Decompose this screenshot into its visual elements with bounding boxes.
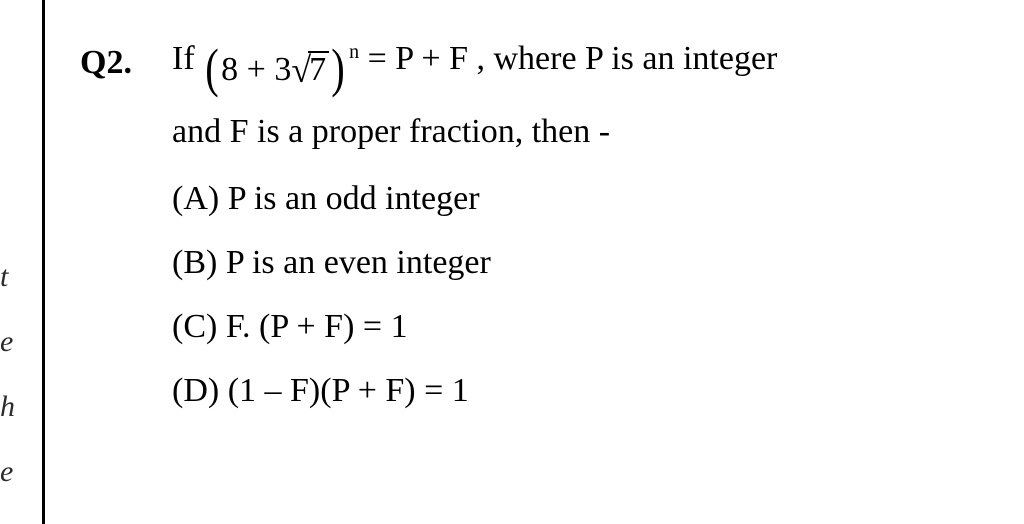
term-b: 3 bbox=[274, 51, 291, 88]
option-c-text: F. (P + F) = 1 bbox=[217, 308, 407, 345]
radicand: 7 bbox=[308, 51, 329, 87]
option-c: (C) F. (P + F) = 1 bbox=[172, 296, 1000, 358]
option-b: (B) P is an even integer bbox=[172, 232, 1000, 294]
plus: + bbox=[238, 51, 274, 88]
option-a: (A) P is an odd integer bbox=[172, 168, 1000, 230]
left-letter: e bbox=[0, 309, 22, 374]
left-letter: e bbox=[0, 439, 22, 504]
question-stem-line2: and F is a proper fraction, then - bbox=[172, 104, 1000, 160]
option-a-text: P is an odd integer bbox=[219, 180, 479, 217]
stem-prefix: If bbox=[172, 40, 203, 77]
question-block: Q2. If (8 + 3√7)n = P + F , where P is a… bbox=[80, 24, 1000, 422]
option-d: (D) (1 – F)(P + F) = 1 bbox=[172, 360, 1000, 422]
option-a-label: (A) bbox=[172, 180, 219, 217]
cropped-left-column: t e h e bbox=[0, 244, 22, 504]
left-letter: h bbox=[0, 374, 22, 439]
option-b-text: P is an even integer bbox=[217, 244, 491, 281]
option-d-text: (1 – F)(P + F) = 1 bbox=[219, 372, 469, 409]
question-body: If (8 + 3√7)n = P + F , where P is an in… bbox=[172, 24, 1000, 166]
question-number: Q2. bbox=[80, 24, 172, 82]
option-d-label: (D) bbox=[172, 372, 219, 409]
term-a: 8 bbox=[221, 51, 238, 88]
question-row: Q2. If (8 + 3√7)n = P + F , where P is a… bbox=[80, 24, 1000, 166]
exponent: n bbox=[349, 41, 359, 63]
options-list: (A) P is an odd integer (B) P is an even… bbox=[172, 168, 1000, 422]
question-stem-line1: If (8 + 3√7)n = P + F , where P is an in… bbox=[172, 24, 1000, 98]
page: t e h e Q2. If (8 + 3√7)n = P + F , wher… bbox=[0, 0, 1024, 524]
left-letter: t bbox=[0, 244, 22, 309]
stem-mid: = P + F , where P is an integer bbox=[359, 40, 777, 77]
sqrt: √7 bbox=[291, 42, 329, 98]
math-expression: (8 + 3√7)n bbox=[203, 24, 359, 98]
option-b-label: (B) bbox=[172, 244, 217, 281]
option-c-label: (C) bbox=[172, 308, 217, 345]
vertical-rule bbox=[42, 0, 45, 524]
